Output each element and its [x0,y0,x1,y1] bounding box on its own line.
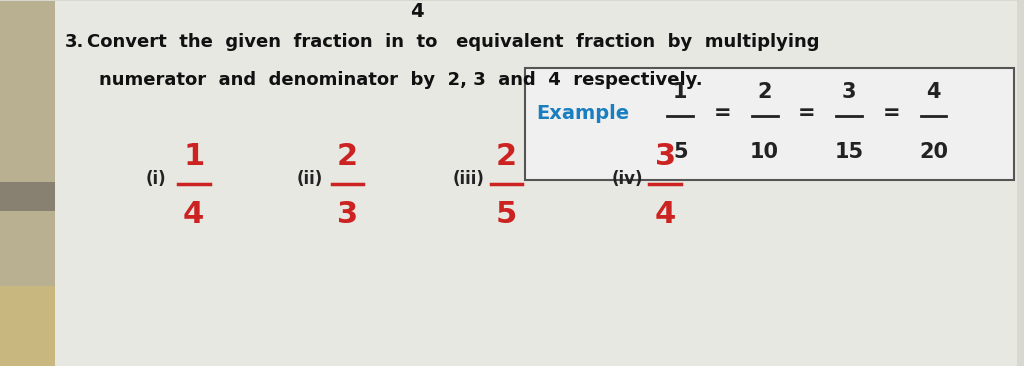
Text: 2: 2 [337,142,358,171]
FancyBboxPatch shape [525,68,1014,180]
Text: 2: 2 [496,142,517,171]
Bar [0,182,54,212]
Text: 5: 5 [496,200,517,229]
Text: 5: 5 [673,142,687,162]
Text: 3: 3 [842,82,856,102]
Text: 1: 1 [183,142,204,171]
Text: Convert  the  given  fraction  in  to   equivalent  fraction  by  multiplying: Convert the given fraction in to equival… [87,33,820,51]
Text: 3: 3 [654,142,676,171]
Text: 4: 4 [411,3,424,22]
Text: Example: Example [537,104,630,123]
Text: =: = [798,103,816,123]
Text: 20: 20 [919,142,948,162]
Text: (i): (i) [145,169,166,187]
Text: 1: 1 [673,82,687,102]
Text: 4: 4 [654,200,676,229]
Text: 10: 10 [751,142,779,162]
Text: (ii): (ii) [297,169,323,187]
Text: =: = [714,103,731,123]
Bar [0,1,54,366]
Text: 3.: 3. [65,33,84,51]
Text: numerator  and  denominator  by  2, 3  and  4  respectively.: numerator and denominator by 2, 3 and 4 … [99,71,702,89]
Text: 3: 3 [337,200,358,229]
Text: (iii): (iii) [453,169,484,187]
Text: (iv): (iv) [612,169,643,187]
Text: 4: 4 [927,82,941,102]
Text: 4: 4 [183,200,204,229]
Text: 2: 2 [758,82,772,102]
Bar [0,286,54,366]
Text: =: = [883,103,900,123]
Text: 15: 15 [835,142,863,162]
